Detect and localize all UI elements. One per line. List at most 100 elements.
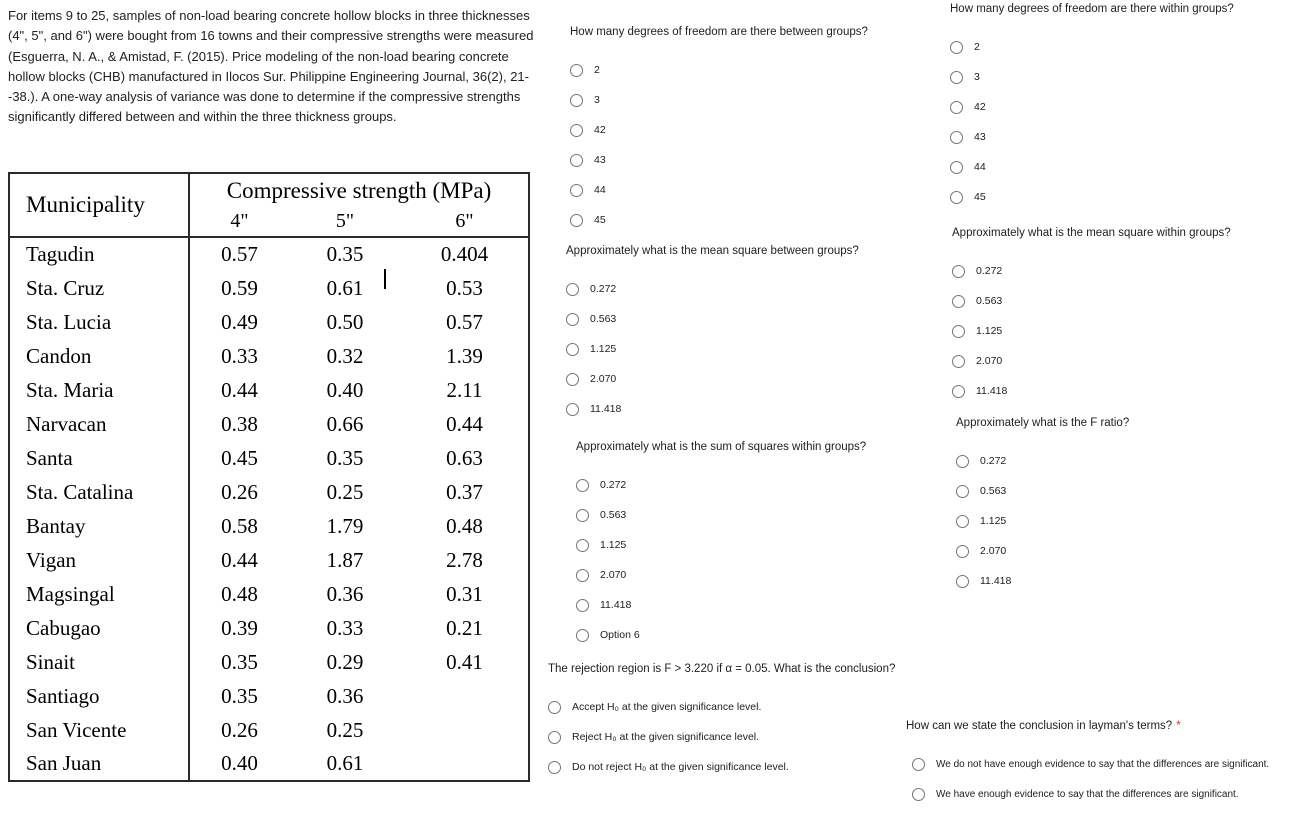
- radio-button-icon[interactable]: [950, 130, 963, 144]
- value-4in-cell: 0.38: [221, 411, 258, 436]
- radio-option-label: 0.272: [976, 265, 1003, 277]
- radio-button-icon[interactable]: [956, 484, 969, 498]
- radio-option[interactable]: 44: [570, 183, 910, 197]
- radio-button-icon[interactable]: [950, 100, 963, 114]
- municipality-cell: San Vicente: [9, 713, 190, 747]
- radio-button-icon[interactable]: [950, 160, 963, 174]
- radio-option[interactable]: 11.418: [576, 598, 916, 612]
- radio-option[interactable]: 42: [570, 123, 910, 137]
- radio-button-icon[interactable]: [576, 508, 589, 522]
- radio-option[interactable]: 0.272: [566, 282, 906, 296]
- value-4in-cell: 0.44: [221, 377, 258, 402]
- radio-button-icon[interactable]: [566, 282, 579, 296]
- radio-option[interactable]: We have enough evidence to say that the …: [912, 787, 1303, 801]
- value-4in-cell: 0.40: [221, 751, 258, 775]
- radio-button-icon[interactable]: [570, 123, 583, 137]
- radio-option-label: 11.418: [976, 385, 1008, 397]
- radio-button-icon[interactable]: [548, 730, 561, 744]
- radio-option[interactable]: 45: [950, 190, 1300, 204]
- value-6in-cell: 0.53: [446, 275, 483, 300]
- radio-button-icon[interactable]: [570, 183, 583, 197]
- radio-option[interactable]: 0.272: [576, 478, 916, 492]
- radio-button-icon[interactable]: [570, 213, 583, 227]
- radio-option[interactable]: 0.563: [566, 312, 906, 326]
- radio-option[interactable]: 45: [570, 213, 910, 227]
- question-title: How can we state the conclusion in layma…: [906, 719, 1303, 733]
- radio-button-icon[interactable]: [956, 544, 969, 558]
- radio-button-icon[interactable]: [566, 312, 579, 326]
- radio-option[interactable]: 1.125: [952, 324, 1302, 338]
- radio-option[interactable]: 0.563: [576, 508, 916, 522]
- radio-button-icon[interactable]: [566, 372, 579, 386]
- radio-button-icon[interactable]: [570, 153, 583, 167]
- radio-option[interactable]: Accept H₀ at the given significance leve…: [548, 700, 918, 714]
- radio-option-label: 11.418: [980, 575, 1012, 587]
- radio-option[interactable]: 0.272: [956, 454, 1296, 468]
- radio-button-icon[interactable]: [952, 264, 965, 278]
- radio-button-icon[interactable]: [956, 514, 969, 528]
- radio-option[interactable]: 42: [950, 100, 1300, 114]
- radio-option[interactable]: 3: [950, 70, 1300, 84]
- text-cursor: [384, 269, 386, 289]
- radio-button-icon[interactable]: [950, 40, 963, 54]
- value-5in-cell: 0.35: [326, 445, 364, 470]
- radio-button-icon[interactable]: [952, 324, 965, 338]
- radio-option[interactable]: Option 6: [576, 628, 916, 642]
- radio-option[interactable]: 11.418: [956, 574, 1296, 588]
- column-header-compressive-strength: Compressive strength (MPa): [226, 177, 492, 203]
- radio-button-icon[interactable]: [548, 700, 561, 714]
- radio-option[interactable]: 1.125: [956, 514, 1296, 528]
- radio-button-icon[interactable]: [576, 598, 589, 612]
- column-header-6in: 6": [401, 207, 529, 238]
- radio-button-icon[interactable]: [912, 787, 925, 801]
- radio-option[interactable]: 1.125: [566, 342, 906, 356]
- table-row: Sta. Catalina 0.26 0.25 0.37: [9, 475, 529, 509]
- radio-option[interactable]: 0.272: [952, 264, 1302, 278]
- radio-option[interactable]: 0.563: [952, 294, 1302, 308]
- radio-button-icon[interactable]: [576, 568, 589, 582]
- radio-button-icon[interactable]: [570, 93, 583, 107]
- radio-button-icon[interactable]: [956, 574, 969, 588]
- radio-option[interactable]: 2: [950, 40, 1300, 54]
- radio-button-icon[interactable]: [576, 628, 589, 642]
- radio-option-label: 43: [594, 154, 606, 166]
- radio-option[interactable]: 44: [950, 160, 1300, 174]
- radio-option[interactable]: Do not reject H₀ at the given significan…: [548, 760, 918, 774]
- radio-option[interactable]: 0.563: [956, 484, 1296, 498]
- radio-button-icon[interactable]: [912, 757, 925, 771]
- radio-option[interactable]: 3: [570, 93, 910, 107]
- radio-button-icon[interactable]: [576, 538, 589, 552]
- radio-option-label: 2.070: [980, 545, 1007, 557]
- radio-option[interactable]: 2.070: [566, 372, 906, 386]
- radio-button-icon[interactable]: [952, 294, 965, 308]
- radio-option-label: 1.125: [976, 325, 1003, 337]
- radio-option[interactable]: 2.070: [576, 568, 916, 582]
- radio-option[interactable]: 2.070: [956, 544, 1296, 558]
- radio-button-icon[interactable]: [952, 384, 965, 398]
- radio-option[interactable]: 2.070: [952, 354, 1302, 368]
- value-4in-cell: 0.39: [221, 615, 258, 640]
- radio-option[interactable]: Reject H₀ at the given significance leve…: [548, 730, 918, 744]
- radio-button-icon[interactable]: [548, 760, 561, 774]
- radio-option[interactable]: 2: [570, 63, 910, 77]
- radio-option-label: 2: [974, 41, 980, 53]
- question-title: How many degrees of freedom are there be…: [570, 26, 868, 38]
- radio-button-icon[interactable]: [570, 63, 583, 77]
- radio-button-icon[interactable]: [956, 454, 969, 468]
- radio-option-label: 45: [974, 191, 986, 203]
- radio-option[interactable]: We do not have enough evidence to say th…: [912, 757, 1303, 771]
- radio-button-icon[interactable]: [566, 342, 579, 356]
- radio-option[interactable]: 43: [570, 153, 910, 167]
- radio-button-icon[interactable]: [566, 402, 579, 416]
- radio-button-icon[interactable]: [950, 190, 963, 204]
- radio-button-icon[interactable]: [576, 478, 589, 492]
- value-4in-cell: 0.35: [221, 683, 258, 708]
- radio-option[interactable]: 43: [950, 130, 1300, 144]
- radio-option[interactable]: 11.418: [952, 384, 1302, 398]
- radio-button-icon[interactable]: [950, 70, 963, 84]
- radio-option[interactable]: 11.418: [566, 402, 906, 416]
- radio-option[interactable]: 1.125: [576, 538, 916, 552]
- radio-button-icon[interactable]: [952, 354, 965, 368]
- radio-option-label: 43: [974, 131, 986, 143]
- radio-option-label: Do not reject H₀ at the given significan…: [572, 761, 789, 773]
